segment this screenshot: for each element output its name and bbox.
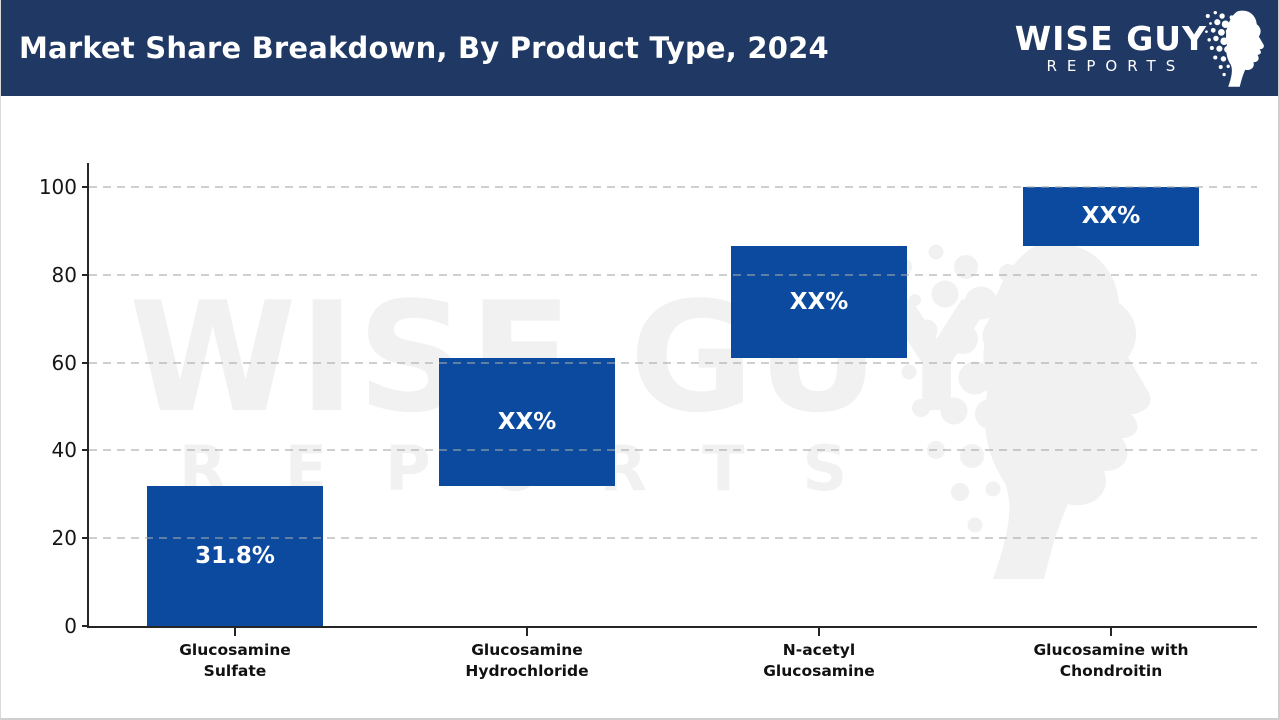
x-axis-line xyxy=(87,626,1257,628)
y-tick-mark xyxy=(82,537,89,540)
category-label: Glucosamine with Chondroitin xyxy=(1033,641,1189,680)
bar-segment xyxy=(147,486,323,626)
y-tick-label: 100 xyxy=(38,175,77,199)
gridline-20 xyxy=(89,537,1257,540)
x-tick-mark xyxy=(1110,628,1112,636)
y-tick-label: 80 xyxy=(51,262,77,287)
y-axis-line xyxy=(87,163,89,628)
category-label: Glucosamine Hydrochloride xyxy=(465,641,589,680)
bar-value-label: XX% xyxy=(789,289,849,316)
category-label: N-acetyl Glucosamine xyxy=(763,641,875,680)
bar-segment xyxy=(439,358,615,487)
bar-value-label: XX% xyxy=(1081,203,1141,230)
x-tick-mark xyxy=(818,628,820,636)
y-tick-label: 40 xyxy=(51,438,77,463)
x-tick-mark xyxy=(526,628,528,636)
y-tick-mark xyxy=(82,186,89,188)
gridline-40 xyxy=(89,449,1257,452)
bar-value-label: XX% xyxy=(497,409,557,436)
y-tick-mark xyxy=(82,273,89,276)
bar-segment xyxy=(731,245,907,359)
y-tick-label: 60 xyxy=(51,350,77,375)
y-tick-mark xyxy=(82,625,89,627)
category-label: Glucosamine Sulfate xyxy=(179,641,291,680)
logo-text-block: WISE GUY REPORTS xyxy=(1015,22,1207,74)
chart-title: Market Share Breakdown, By Product Type,… xyxy=(19,31,829,65)
logo-subtext: REPORTS xyxy=(1046,57,1186,75)
logo-face-icon xyxy=(1205,10,1264,87)
gridline-80 xyxy=(89,273,1257,276)
header-band: Market Share Breakdown, By Product Type,… xyxy=(1,0,1278,96)
x-tick-mark xyxy=(234,628,236,636)
y-tick-label: 0 xyxy=(64,614,77,638)
y-tick-mark xyxy=(82,361,89,364)
y-tick-label: 20 xyxy=(51,526,77,551)
y-tick-mark xyxy=(82,449,89,452)
gridline-60 xyxy=(89,361,1257,364)
watermark-face-icon xyxy=(891,243,1151,579)
bar-value-label: 31.8% xyxy=(195,543,275,570)
bar-segment xyxy=(1023,187,1199,246)
wise-guy-logo: WISE GUY REPORTS xyxy=(1015,4,1269,92)
logo-wordmark: WISE GUY xyxy=(1014,19,1207,58)
gridline-100 xyxy=(89,186,1257,188)
